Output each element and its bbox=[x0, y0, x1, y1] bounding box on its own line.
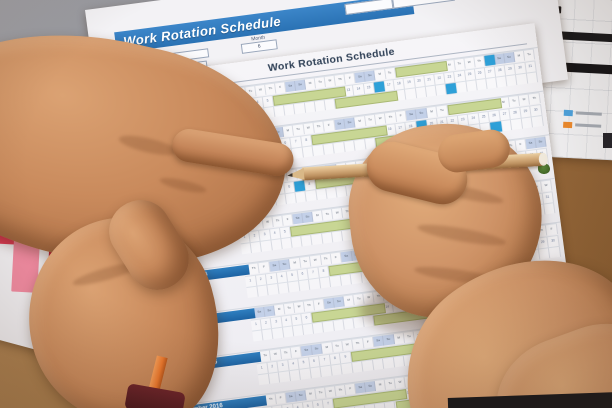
highlight-cell bbox=[445, 82, 458, 95]
shift-cell bbox=[532, 115, 544, 128]
day-letter-cell: W bbox=[541, 180, 553, 192]
pattern-box bbox=[392, 0, 455, 9]
legend-orange-swatch bbox=[562, 121, 573, 129]
pencil-end bbox=[538, 152, 549, 167]
knuckle-crease bbox=[158, 175, 208, 196]
finger-fold bbox=[416, 220, 508, 249]
gantt-legend bbox=[563, 109, 602, 118]
legend-blue-swatch bbox=[563, 109, 573, 117]
shift-cell bbox=[526, 72, 538, 84]
day-letter-cell: F bbox=[546, 224, 558, 236]
highlight-cell bbox=[484, 54, 496, 66]
day-letter-cell: Su bbox=[535, 136, 547, 148]
shift-cell bbox=[543, 203, 556, 215]
gantt-legend bbox=[562, 121, 602, 130]
month-box: 6 bbox=[240, 39, 278, 54]
day-letter-cell: Th bbox=[529, 93, 541, 105]
month-field: Month 6 bbox=[240, 33, 278, 54]
legend-text-line bbox=[575, 111, 602, 117]
plant-sprig bbox=[538, 163, 550, 174]
legend-text-line bbox=[574, 123, 602, 129]
knuckle-crease bbox=[117, 131, 179, 159]
dark-nub-right-edge bbox=[603, 133, 612, 148]
shift-cell bbox=[549, 246, 562, 259]
day-letter-cell: Tu bbox=[523, 49, 536, 61]
